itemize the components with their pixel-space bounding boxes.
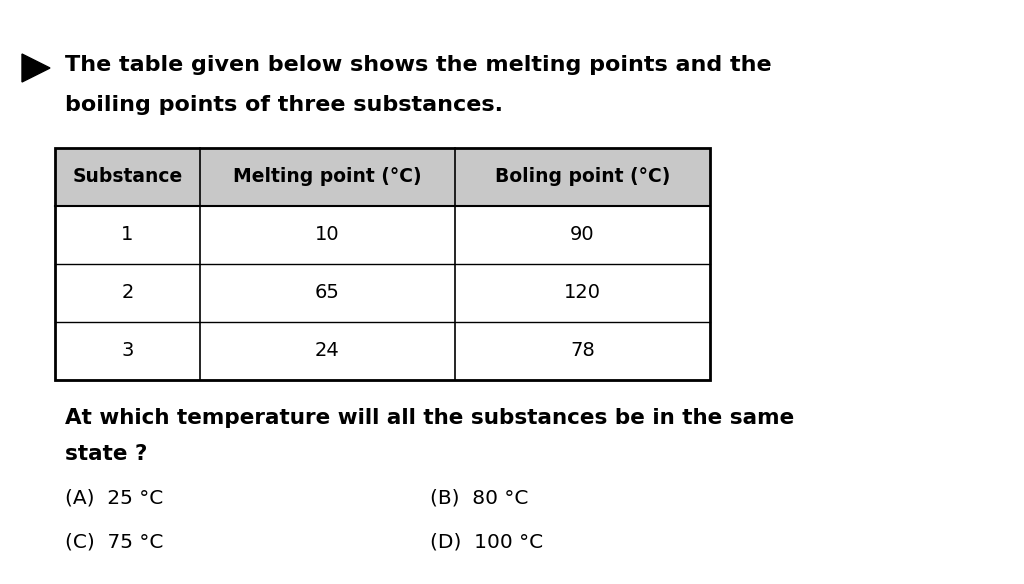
Text: The table given below shows the melting points and the: The table given below shows the melting …: [65, 55, 772, 75]
Text: (B)  80 °C: (B) 80 °C: [430, 488, 528, 507]
Text: Substance: Substance: [73, 168, 182, 186]
Text: 90: 90: [570, 225, 595, 245]
Text: 120: 120: [564, 283, 601, 303]
Text: Boling point (°C): Boling point (°C): [495, 168, 670, 186]
Text: 1: 1: [121, 225, 134, 245]
Text: 24: 24: [315, 342, 340, 360]
Text: (A)  25 °C: (A) 25 °C: [65, 488, 163, 507]
Text: (D)  100 °C: (D) 100 °C: [430, 532, 543, 551]
Text: At which temperature will all the substances be in the same: At which temperature will all the substa…: [65, 408, 795, 428]
Text: 78: 78: [570, 342, 595, 360]
Text: 65: 65: [315, 283, 340, 303]
Text: 10: 10: [315, 225, 340, 245]
Text: Melting point (°C): Melting point (°C): [233, 168, 422, 186]
Text: 3: 3: [121, 342, 134, 360]
Text: boiling points of three substances.: boiling points of three substances.: [65, 95, 503, 115]
Text: 2: 2: [121, 283, 134, 303]
Polygon shape: [22, 54, 50, 82]
Bar: [55, 148, 710, 206]
Bar: [55, 148, 710, 380]
Text: state ?: state ?: [65, 444, 147, 464]
Text: (C)  75 °C: (C) 75 °C: [65, 532, 164, 551]
